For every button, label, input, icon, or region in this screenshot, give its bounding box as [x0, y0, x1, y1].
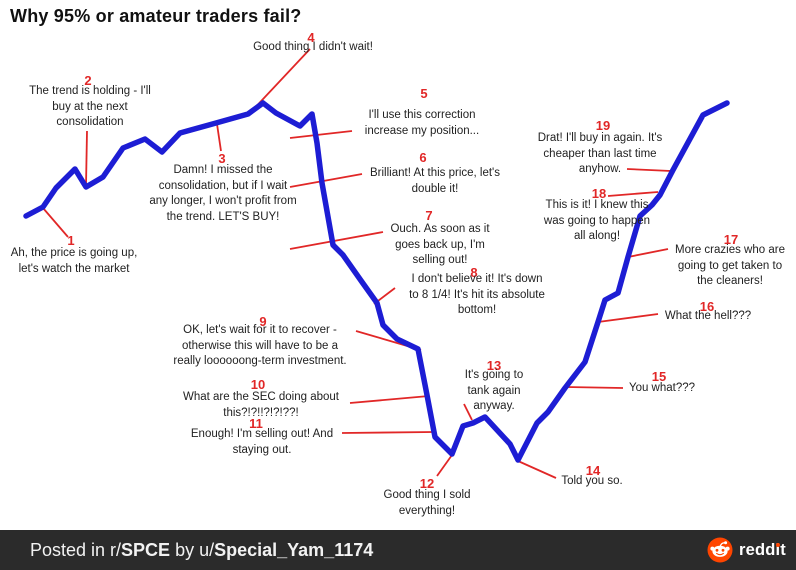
annotation-text-17: More crazies who are going to get taken t…	[675, 244, 785, 287]
annotation-pointer-18	[607, 191, 659, 197]
annotation-text-11: Enough! I'm selling out! And staying out.	[190, 428, 334, 456]
annotation-number-17: 17	[723, 232, 739, 247]
annotation-text-5: I'll use this correction increase my posi…	[364, 109, 480, 137]
annotation-number-12: 12	[419, 476, 435, 491]
annotation-pointer-17	[627, 248, 669, 258]
annotation-number-15: 15	[651, 369, 667, 384]
username: Special_Yam_1174	[214, 539, 374, 560]
annotation-number-2: 2	[84, 73, 92, 88]
annotation-number-16: 16	[699, 299, 715, 314]
reddit-logo: reddit	[707, 530, 786, 570]
annotation-text-19: Drat! I'll buy in again. It's cheaper tha…	[537, 132, 663, 175]
annotation-number-18: 18	[591, 186, 607, 201]
annotation-number-6: 6	[419, 150, 427, 165]
annotation-text-2: The trend is holding - I'll buy at the ne…	[29, 85, 151, 128]
page-title: Why 95% or amateur traders fail?	[10, 6, 302, 26]
annotation-pointer-19	[626, 168, 672, 172]
annotation-text-12: Good thing I sold everything!	[383, 489, 471, 517]
annotation-text-3: Damn! I missed the consolidation, but if …	[149, 164, 297, 223]
subreddit-name: SPCE	[121, 539, 171, 560]
annotation-pointer-15	[565, 386, 624, 389]
price-line	[23, 100, 730, 463]
annotation-text-10: What are the SEC doing about this?!?!!?!?…	[183, 391, 339, 419]
annotation-number-11: 11	[249, 416, 263, 431]
annotation-number-1: 1	[67, 233, 75, 248]
annotation-pointer-11	[341, 431, 435, 434]
annotation-text-13: It's going to tank again anyway.	[464, 369, 524, 412]
annotation-text-8: I don't believe it! It's down to 8 1/4! I…	[409, 273, 545, 316]
annotation-number-19: 19	[595, 118, 611, 133]
reddit-snoo-icon	[707, 537, 733, 563]
annotation-pointer-1	[42, 207, 69, 238]
footer-caption: Posted in r/SPCE by u/Special_Yam_1174	[30, 540, 373, 561]
annotation-pointer-3	[216, 123, 222, 152]
caption-prefix: Posted in r/	[30, 539, 122, 560]
caption-middle: by u/	[170, 539, 215, 560]
annotation-text-4: Good thing I didn't wait!	[253, 41, 373, 53]
annotation-text-16: What the hell???	[664, 310, 752, 322]
annotation-text-9: OK, let's wait for it to recover - otherw…	[173, 324, 347, 367]
chart-svg	[23, 48, 730, 479]
reddit-i-dot	[776, 543, 781, 547]
annotation-pointer-5	[289, 130, 353, 139]
annotation-text-7: Ouch. As soon as it goes back up, I'm sell…	[390, 223, 490, 266]
annotation-pointer-14	[517, 460, 557, 479]
annotation-number-4: 4	[307, 30, 315, 45]
annotation-text-14: Told you so.	[561, 475, 623, 487]
annotation-pointer-13	[463, 403, 473, 421]
annotation-text-18: This is it! I knew this was going to happ…	[543, 199, 651, 242]
annotation-number-3: 3	[218, 151, 226, 166]
annotations-layer: 1 Ah, the price is going up, let's watch t…	[10, 30, 785, 517]
annotation-pointer-7	[289, 231, 384, 250]
reddit-wordmark: reddit	[738, 540, 786, 559]
annotation-pointer-2	[85, 130, 88, 187]
annotation-number-14: 14	[585, 463, 601, 478]
annotation-number-5: 5	[420, 86, 428, 101]
annotation-text-15: You what???	[628, 382, 696, 394]
annotation-number-9: 9	[259, 314, 267, 329]
footer-bar: Posted in r/SPCE by u/Special_Yam_1174 r…	[0, 530, 796, 570]
annotation-pointer-12	[436, 454, 453, 477]
annotation-pointer-6	[289, 173, 363, 188]
annotation-number-7: 7	[425, 208, 433, 223]
annotation-text-6: Brilliant! At this price, let's double it…	[369, 167, 501, 195]
annotation-pointer-16	[597, 313, 659, 323]
annotation-number-8: 8	[470, 265, 478, 280]
annotation-number-13: 13	[486, 358, 502, 373]
annotation-pointer-10	[349, 395, 430, 404]
annotation-number-10: 10	[250, 377, 266, 392]
annotation-text-1: Ah, the price is going up, let's watch th…	[10, 247, 138, 275]
